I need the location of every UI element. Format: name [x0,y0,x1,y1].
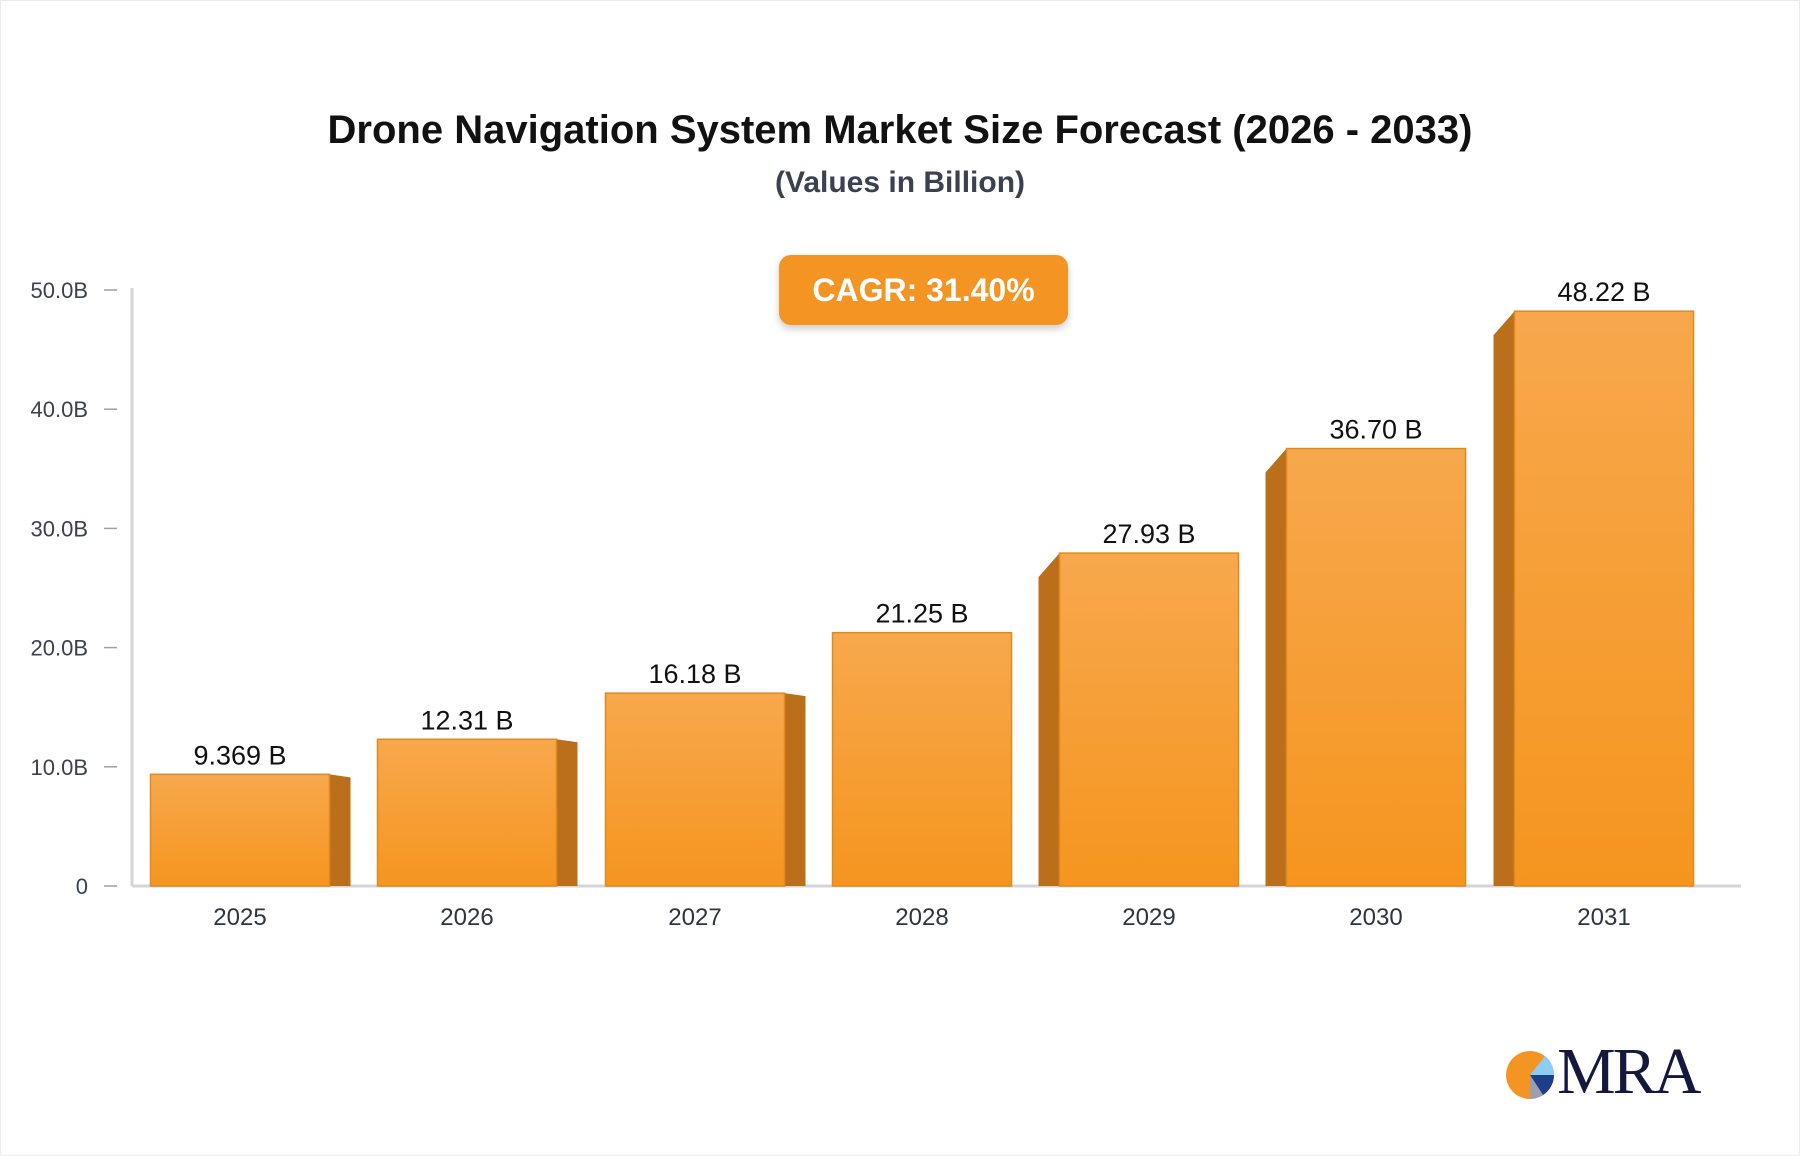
bar [1285,447,1467,887]
x-tick-label: 2026 [440,904,493,931]
bar-side [329,774,351,886]
bar [376,738,558,887]
data-label: 16.18 B [648,659,741,689]
bar-side [1038,553,1060,886]
mra-logo: MRA [1505,1035,1705,1108]
bar [1058,552,1240,887]
x-tick-label: 2025 [213,904,266,931]
pie-logo-icon [1506,1051,1555,1099]
bar [149,773,331,887]
data-label: 12.31 B [420,705,513,735]
bar-side [556,739,578,886]
x-tick-label: 2031 [1577,904,1630,931]
bar [831,631,1013,887]
bar [604,692,786,887]
chart-subtitle: (Values in Billion) [774,166,1026,199]
chart-title: Drone Navigation System Market Size Fore… [327,108,1473,152]
cagr-badge: CAGR: 31.40% [779,255,1068,325]
x-tick-label: 2028 [895,904,948,931]
data-label: 36.70 B [1329,415,1422,445]
bar-2025: 9.369 B 2025 [149,740,351,931]
bar [1513,310,1695,887]
data-label: 27.93 B [1102,519,1195,549]
x-tick-label: 2030 [1349,904,1402,931]
bar-2028: 21.25 B 2028 [831,599,1013,931]
data-label: 21.25 B [875,599,968,629]
bar-side [784,693,806,886]
y-tick-label: 30.0B [31,516,89,541]
bar-side [1265,448,1287,886]
y-tick-label: 0 [76,874,88,899]
y-tick-label: 40.0B [31,397,89,422]
bar-2029: 27.93 B 2029 [1038,519,1240,931]
x-tick-label: 2029 [1122,904,1175,931]
bar-side [1493,311,1515,886]
y-tick-label: 10.0B [31,755,89,780]
logo-text: MRA [1557,1035,1701,1108]
data-label: 9.369 B [193,740,286,770]
bar-2027: 16.18 B 2027 [604,659,806,931]
y-tick-label: 20.0B [31,636,89,661]
bar-2026: 12.31 B 2026 [376,705,578,931]
x-tick-label: 2027 [668,904,721,931]
bar-2030: 36.70 B 2030 [1265,415,1467,931]
bar-2031: 48.22 B 2031 [1493,277,1695,931]
data-label: 48.22 B [1557,277,1650,307]
y-tick-label: 50.0B [31,278,89,303]
